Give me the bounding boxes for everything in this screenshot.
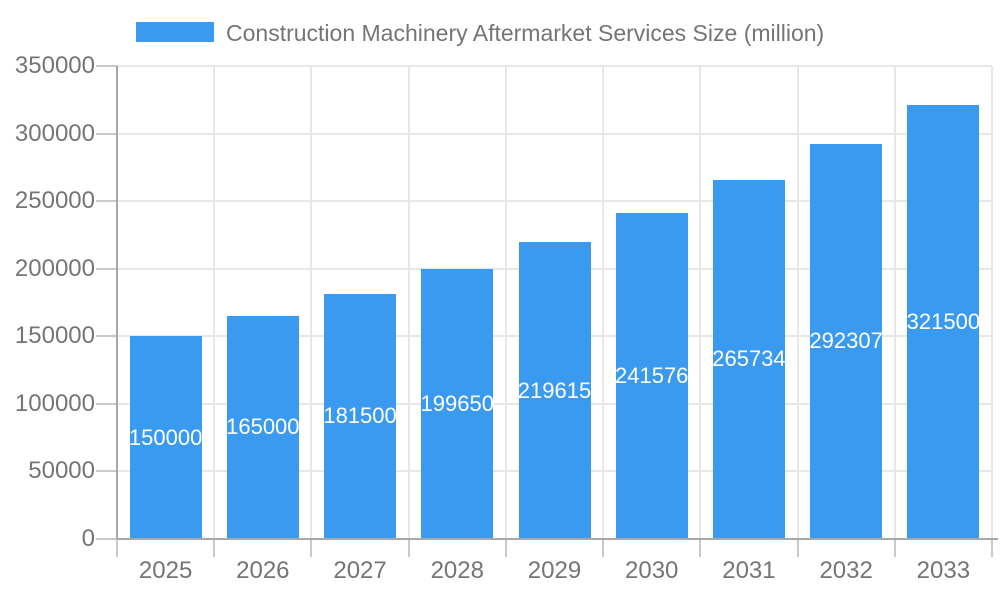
x-axis-label: 2031 bbox=[722, 557, 776, 584]
x-axis-label: 2030 bbox=[625, 557, 679, 584]
y-axis-tick bbox=[96, 402, 117, 405]
bar-value-label: 150000 bbox=[128, 424, 203, 450]
y-axis-tick bbox=[96, 200, 117, 203]
x-axis-tick bbox=[116, 539, 118, 557]
x-gridline bbox=[699, 66, 702, 539]
bar[interactable]: 150000 bbox=[128, 336, 203, 539]
y-axis-label: 250000 bbox=[14, 187, 95, 215]
x-axis-label: 2027 bbox=[333, 557, 387, 584]
y-axis-label: 200000 bbox=[14, 254, 95, 282]
bar-value-label: 165000 bbox=[226, 414, 300, 440]
chart-title: Construction Machinery Aftermarket Servi… bbox=[226, 20, 825, 46]
bar-value-label: 199650 bbox=[420, 391, 494, 417]
x-gridline bbox=[310, 66, 313, 539]
x-axis-tick bbox=[893, 539, 896, 557]
y-axis-label: 300000 bbox=[14, 119, 95, 147]
bar[interactable]: 241576 bbox=[615, 212, 689, 539]
bar[interactable]: 265734 bbox=[712, 179, 786, 539]
x-gridline bbox=[213, 66, 216, 539]
x-axis-tick bbox=[504, 539, 507, 557]
x-axis-label: 2028 bbox=[430, 557, 484, 584]
bar[interactable]: 321500 bbox=[906, 104, 981, 539]
y-axis-label: 100000 bbox=[14, 389, 95, 417]
x-axis-line bbox=[117, 538, 998, 540]
bar[interactable]: 292307 bbox=[809, 143, 883, 539]
x-gridline bbox=[893, 66, 896, 539]
x-axis-tick bbox=[407, 539, 410, 557]
bar-value-label: 292307 bbox=[809, 328, 883, 354]
x-axis-tick bbox=[699, 539, 702, 557]
x-axis-tick bbox=[991, 539, 993, 557]
x-axis-label: 2033 bbox=[916, 557, 971, 584]
bar[interactable]: 181500 bbox=[323, 293, 397, 539]
y-gridline bbox=[117, 200, 992, 203]
x-axis-label: 2025 bbox=[138, 557, 193, 584]
y-axis-label: 350000 bbox=[14, 52, 95, 79]
x-axis-tick bbox=[213, 539, 216, 557]
x-axis-label: 2029 bbox=[527, 557, 582, 584]
bar-value-label: 265734 bbox=[712, 346, 786, 372]
x-axis-label: 2026 bbox=[236, 557, 290, 584]
bar-value-label: 321500 bbox=[906, 308, 981, 334]
y-gridline bbox=[117, 65, 992, 67]
x-axis-tick bbox=[796, 539, 799, 557]
y-axis-label: 50000 bbox=[28, 457, 95, 485]
x-gridline bbox=[796, 66, 799, 539]
y-axis-tick bbox=[96, 470, 117, 473]
x-axis-tick bbox=[602, 539, 605, 557]
bar-value-label: 241576 bbox=[615, 362, 689, 388]
y-axis-tick bbox=[96, 538, 117, 540]
y-axis-line bbox=[116, 66, 118, 539]
y-axis-label: 150000 bbox=[14, 322, 95, 350]
y-axis-tick bbox=[96, 335, 117, 338]
y-gridline bbox=[117, 132, 992, 135]
y-axis-label: 0 bbox=[81, 525, 95, 552]
x-axis-tick bbox=[310, 539, 313, 557]
x-axis-label: 2032 bbox=[819, 557, 873, 584]
x-gridline bbox=[602, 66, 605, 539]
legend-swatch[interactable] bbox=[136, 22, 214, 42]
bar-value-label: 181500 bbox=[323, 403, 397, 429]
x-gridline bbox=[407, 66, 410, 539]
x-gridline bbox=[991, 66, 993, 539]
y-axis-tick bbox=[96, 267, 117, 270]
y-axis-tick bbox=[96, 132, 117, 135]
bar[interactable]: 219615 bbox=[517, 242, 592, 539]
bar[interactable]: 199650 bbox=[420, 269, 494, 539]
bar[interactable]: 165000 bbox=[226, 316, 300, 539]
bar-value-label: 219615 bbox=[517, 377, 592, 403]
x-gridline bbox=[504, 66, 507, 539]
y-axis-tick bbox=[96, 65, 117, 67]
